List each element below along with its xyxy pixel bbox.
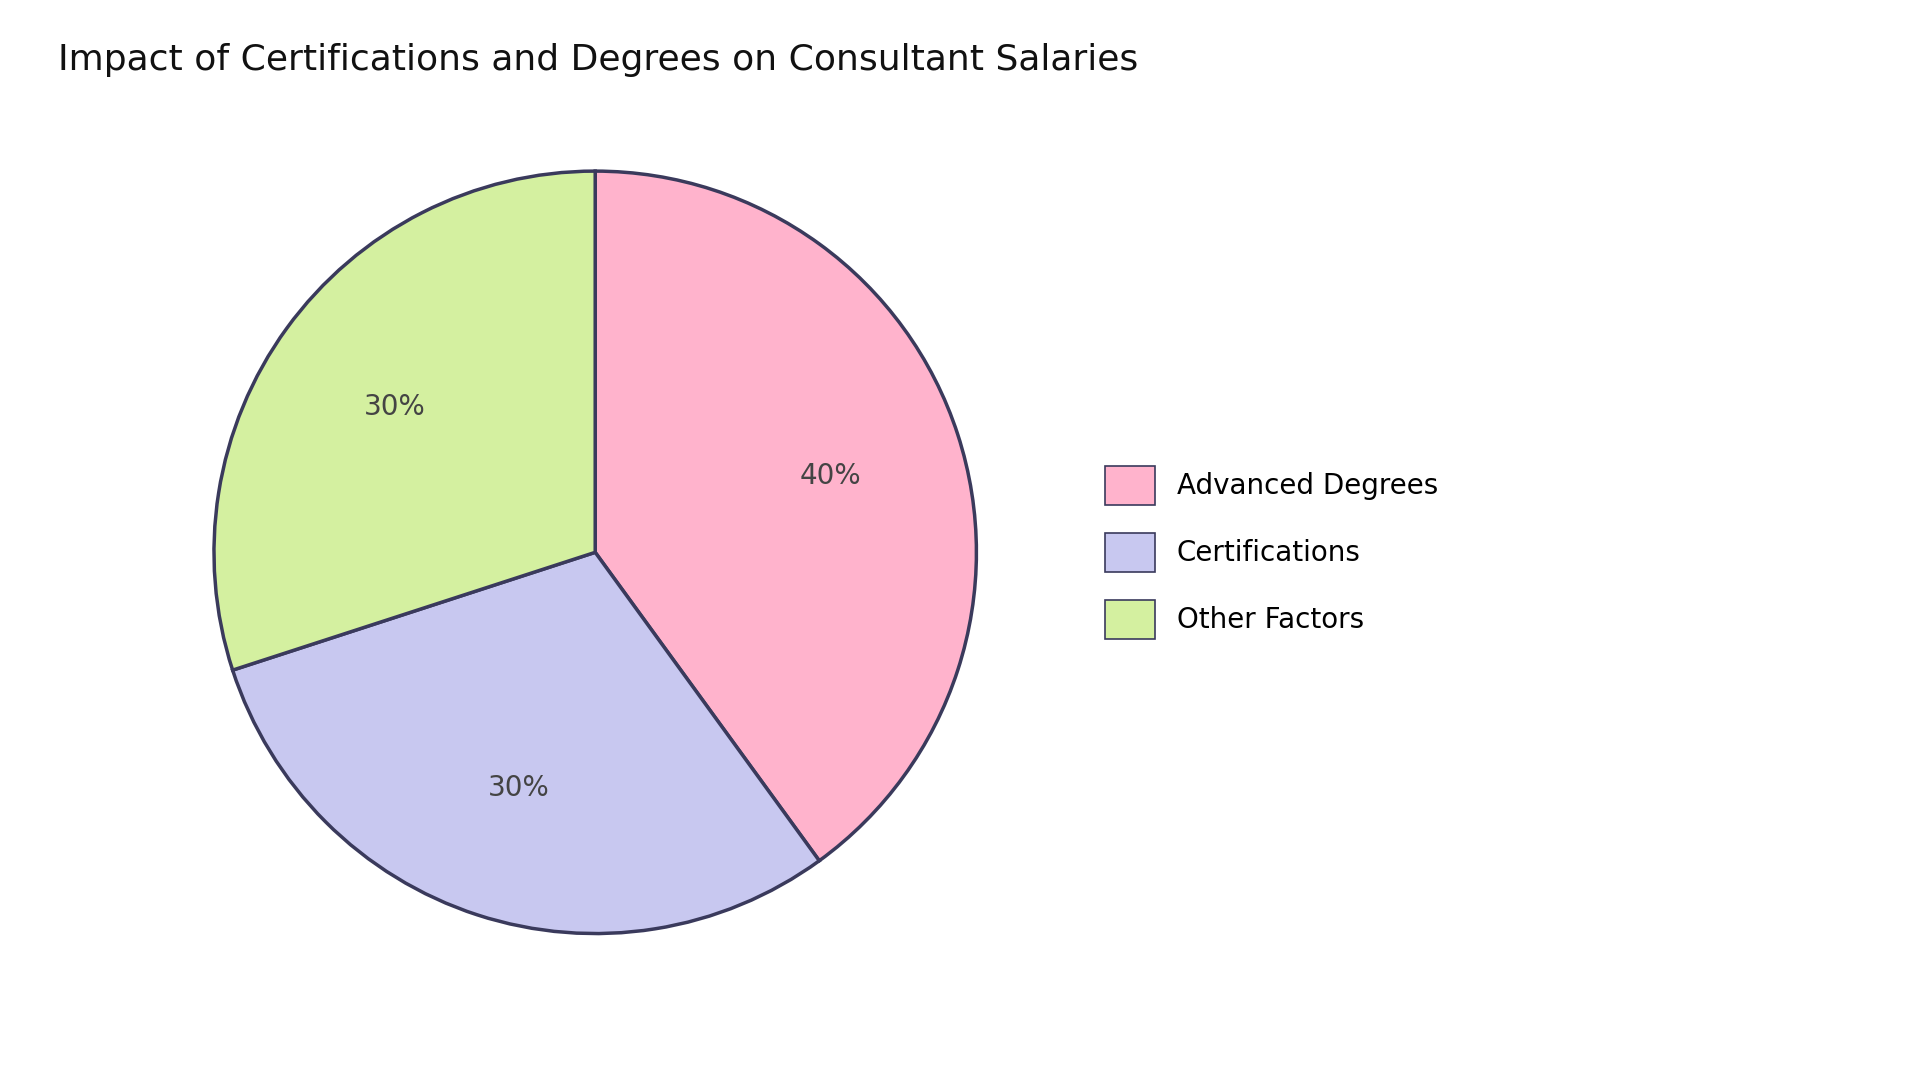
Wedge shape [595,171,977,861]
Wedge shape [213,171,595,670]
Wedge shape [232,552,820,934]
Legend: Advanced Degrees, Certifications, Other Factors: Advanced Degrees, Certifications, Other … [1104,466,1438,639]
Text: 30%: 30% [365,393,426,420]
Text: 40%: 40% [801,461,862,490]
Text: Impact of Certifications and Degrees on Consultant Salaries: Impact of Certifications and Degrees on … [58,43,1139,77]
Text: 30%: 30% [488,774,549,803]
